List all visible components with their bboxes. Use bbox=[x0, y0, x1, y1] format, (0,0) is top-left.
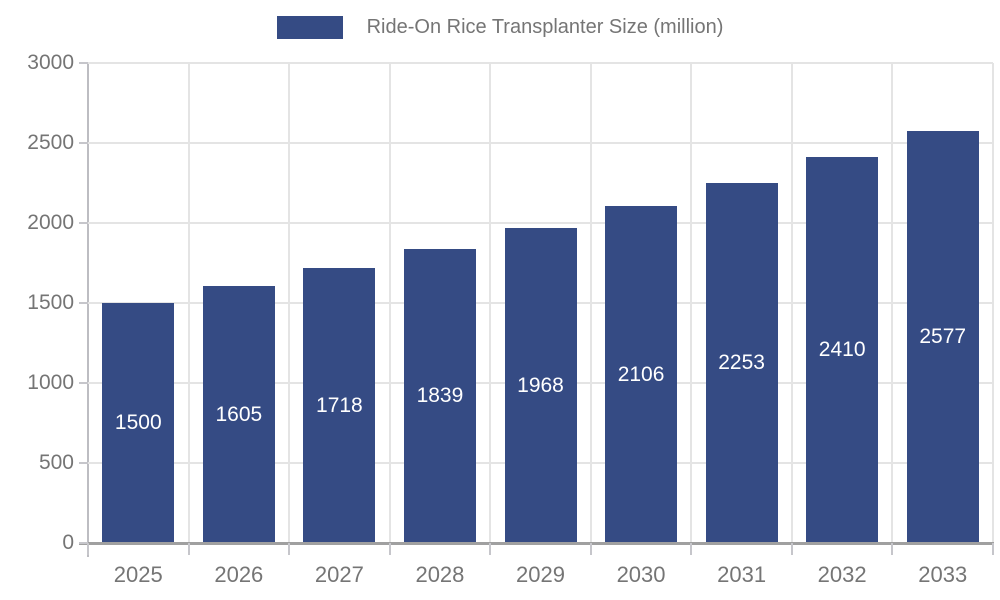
gridline-vertical bbox=[891, 63, 894, 543]
y-axis-label: 3000 bbox=[27, 51, 74, 74]
bar-value-label: 1500 bbox=[114, 411, 162, 434]
x-axis-tick bbox=[187, 543, 190, 555]
x-axis-tick bbox=[891, 543, 894, 555]
bar-2031: 2253 bbox=[705, 182, 778, 543]
gridline-horizontal bbox=[88, 142, 993, 144]
y-axis-label: 2500 bbox=[27, 131, 74, 154]
gridline-vertical bbox=[992, 63, 994, 543]
x-axis-line bbox=[79, 542, 994, 545]
x-axis-tick bbox=[790, 543, 793, 555]
x-axis-label: 2030 bbox=[616, 562, 666, 587]
gridline-horizontal bbox=[88, 62, 993, 64]
x-axis-label: 2028 bbox=[415, 562, 465, 587]
bar-value-label: 2253 bbox=[718, 350, 765, 374]
bar-value-label: 2410 bbox=[818, 338, 866, 362]
gridline-horizontal bbox=[88, 222, 993, 224]
y-axis-tick bbox=[79, 222, 88, 224]
y-axis-tick bbox=[79, 302, 88, 304]
y-axis-label: 1500 bbox=[27, 291, 74, 314]
x-axis-tick bbox=[288, 543, 291, 555]
bar-2027: 1718 bbox=[303, 268, 376, 543]
x-axis-label: 2032 bbox=[817, 562, 867, 587]
gridline-vertical bbox=[489, 63, 492, 543]
y-axis-tick bbox=[79, 142, 88, 144]
bar-2025: 1500 bbox=[102, 303, 175, 543]
x-axis-tick bbox=[388, 543, 391, 555]
chart-legend[interactable]: Ride-On Rice Transplanter Size (million) bbox=[0, 16, 1000, 39]
bar-value-label: 2577 bbox=[919, 324, 967, 348]
legend-swatch bbox=[276, 16, 343, 39]
bar-value-label: 2106 bbox=[617, 362, 665, 386]
y-axis-tick bbox=[79, 542, 88, 544]
bar-2026: 1605 bbox=[202, 286, 275, 543]
legend-label: Ride-On Rice Transplanter Size (million) bbox=[366, 16, 724, 38]
x-axis-tick bbox=[589, 543, 592, 555]
x-axis-label: 2025 bbox=[113, 562, 163, 587]
x-axis-label: 2026 bbox=[214, 562, 264, 587]
y-axis-label: 1000 bbox=[27, 371, 74, 394]
x-axis-tick bbox=[992, 543, 994, 555]
bar-2028: 1839 bbox=[403, 248, 476, 543]
x-axis-tick bbox=[87, 543, 89, 555]
y-axis-line bbox=[87, 63, 89, 557]
x-axis-tick bbox=[690, 543, 693, 555]
x-axis-label: 2027 bbox=[314, 562, 364, 587]
y-axis-tick bbox=[79, 62, 88, 64]
y-axis-label: 500 bbox=[38, 451, 74, 474]
y-axis-tick bbox=[79, 462, 88, 464]
gridline-vertical bbox=[288, 63, 291, 543]
plot-area: 1500 1605 1718 1839 1968 2106 2253 2410 2577 bbox=[88, 62, 994, 543]
bar-value-label: 1718 bbox=[316, 393, 363, 417]
bar-value-label: 1968 bbox=[517, 373, 564, 397]
bar-2032: 2410 bbox=[806, 157, 879, 543]
gridline-vertical bbox=[690, 63, 693, 543]
x-axis-label: 2031 bbox=[717, 562, 767, 587]
bar-value-label: 1605 bbox=[215, 402, 263, 426]
gridline-vertical bbox=[388, 63, 391, 543]
bar-2029: 1968 bbox=[504, 228, 577, 543]
y-axis-label: 0 bbox=[62, 531, 74, 554]
gridline-vertical bbox=[187, 63, 190, 543]
y-axis-tick bbox=[79, 382, 88, 384]
bar-value-label: 1839 bbox=[416, 383, 464, 407]
x-axis-label: 2033 bbox=[918, 562, 968, 587]
gridline-vertical bbox=[589, 63, 592, 543]
gridline-vertical bbox=[790, 63, 793, 543]
x-axis-label: 2029 bbox=[516, 562, 565, 587]
bar-2033: 2577 bbox=[906, 130, 979, 543]
x-axis-tick bbox=[489, 543, 492, 555]
y-axis-label: 2000 bbox=[27, 211, 74, 234]
bar-2030: 2106 bbox=[605, 206, 678, 543]
